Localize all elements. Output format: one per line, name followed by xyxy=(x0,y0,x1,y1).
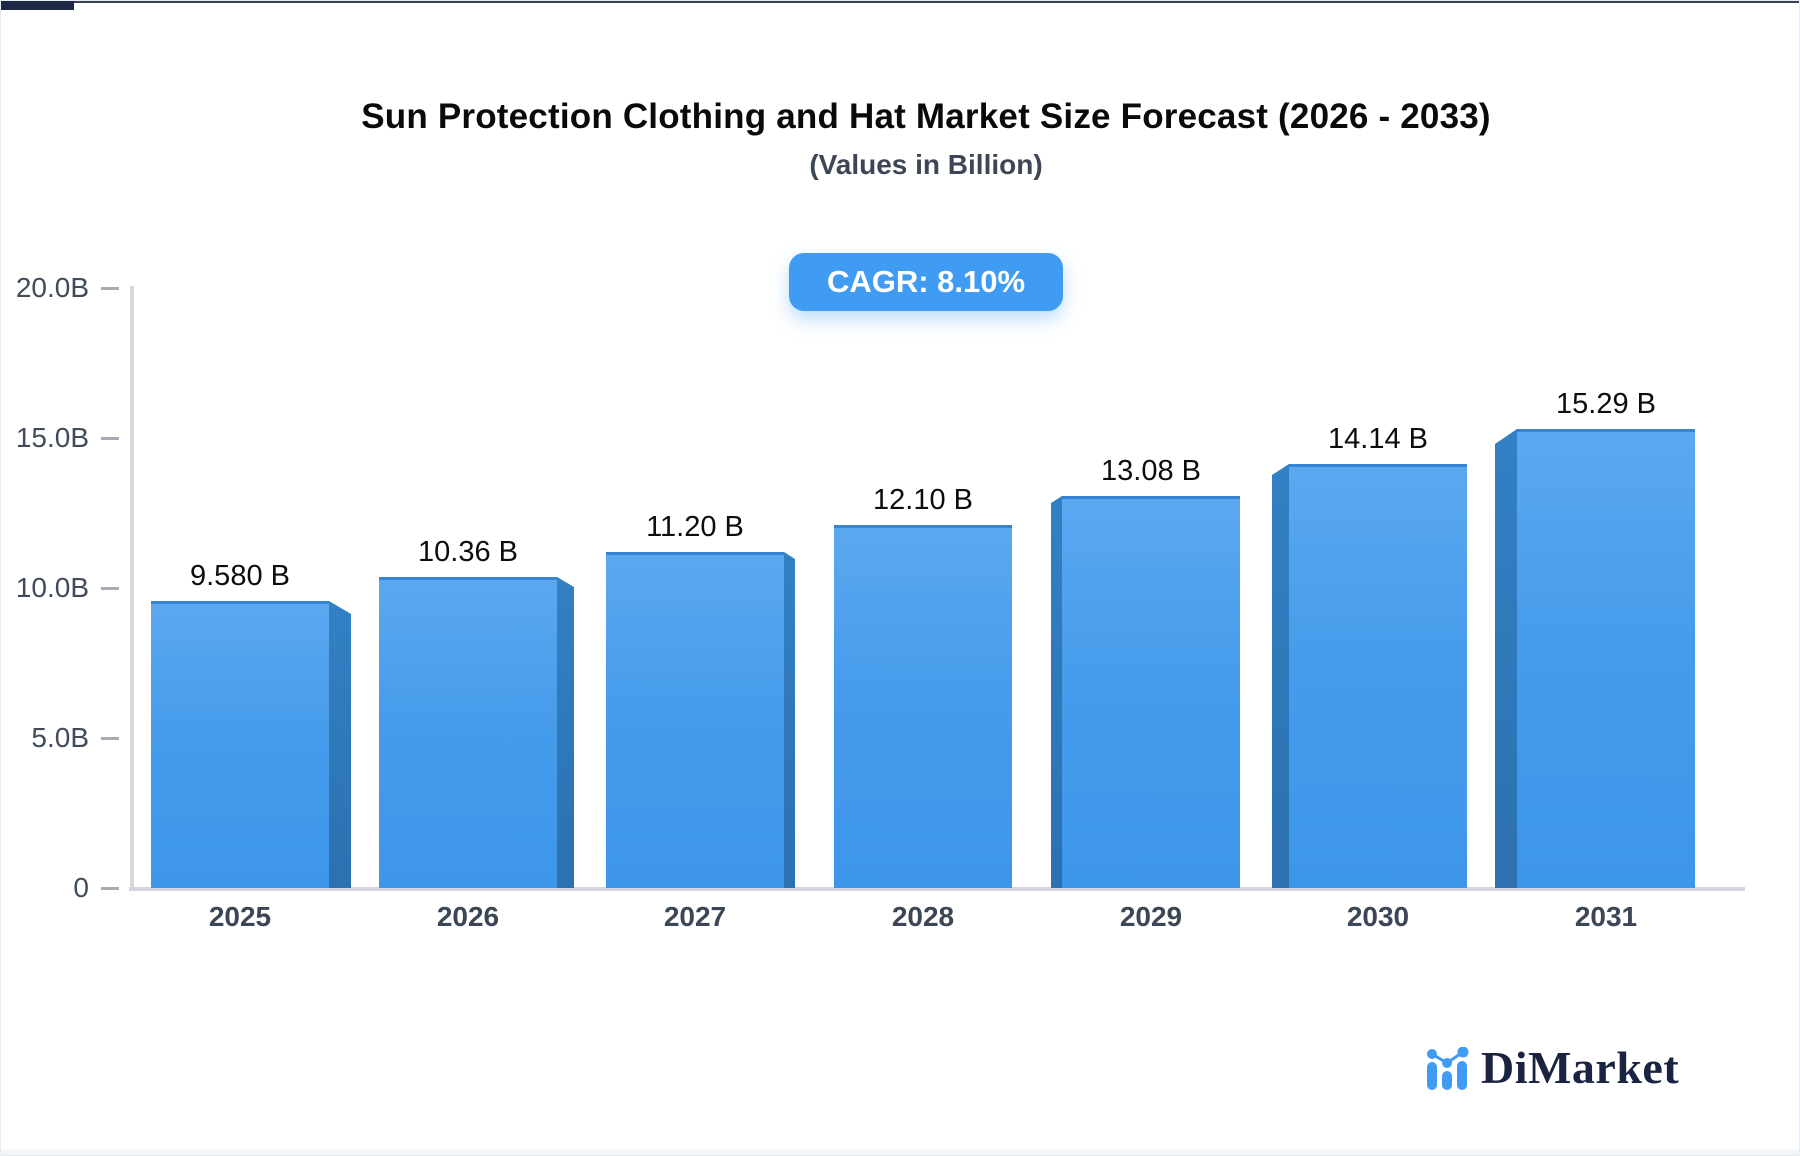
x-axis-line xyxy=(129,887,1745,891)
chart-subtitle: (Values in Billion) xyxy=(809,149,1043,180)
badge-row: CAGR: 8.10% xyxy=(51,253,1799,311)
x-tick-label: 2027 xyxy=(663,901,727,932)
bar-side-face xyxy=(557,577,574,888)
bar-value-label: 14.14 B xyxy=(1328,423,1428,455)
bar-front-face xyxy=(1062,496,1240,888)
y-tick-label: 10.0B xyxy=(15,572,89,603)
bar-front-face xyxy=(1517,429,1695,888)
bar-2028[interactable]: 12.10 B xyxy=(834,484,1012,888)
bar-value-label: 15.29 B xyxy=(1556,388,1656,420)
chart-title: Sun Protection Clothing and Hat Market S… xyxy=(361,97,1491,136)
y-tick-mark xyxy=(101,737,119,740)
y-tick-mark xyxy=(101,437,119,440)
y-axis-line xyxy=(130,286,134,891)
bar-front-face xyxy=(834,525,1012,888)
x-tick-label: 2028 xyxy=(891,901,955,932)
y-tick-label: 0 xyxy=(73,872,89,903)
bar-value-label: 11.20 B xyxy=(646,511,744,543)
x-tick-label: 2031 xyxy=(1574,901,1638,932)
bar-2030[interactable]: 14.14 B xyxy=(1272,423,1467,888)
bar-side-face xyxy=(1272,464,1289,888)
bar-front-face xyxy=(379,577,557,888)
bar-front-face xyxy=(606,552,784,888)
bar-side-face xyxy=(784,552,795,888)
y-tick-label: 5.0B xyxy=(31,722,89,753)
y-tick-mark xyxy=(101,287,119,290)
x-tick-label: 2029 xyxy=(1119,901,1183,932)
x-tick-label: 2026 xyxy=(436,901,500,932)
bar-2025[interactable]: 9.580 B xyxy=(151,560,351,888)
bar-2031[interactable]: 15.29 B xyxy=(1495,388,1695,888)
top-hairline xyxy=(1,1,1799,3)
bar-front-face xyxy=(1289,464,1467,888)
y-tick-label: 15.0B xyxy=(15,422,89,453)
bar-value-label: 10.36 B xyxy=(418,536,518,568)
bar-2029[interactable]: 13.08 B xyxy=(1051,455,1240,888)
y-tick-mark xyxy=(101,887,119,890)
brand-name: DiMarket xyxy=(1481,1042,1680,1093)
bar-side-face xyxy=(1051,496,1062,888)
bar-2026[interactable]: 10.36 B xyxy=(379,536,574,888)
y-tick-mark xyxy=(101,587,119,590)
bar-2027[interactable]: 11.20 B xyxy=(606,511,795,888)
cagr-badge: CAGR: 8.10% xyxy=(788,253,1064,311)
top-left-accent-bar xyxy=(1,1,74,10)
brand-logo: DiMarket xyxy=(1427,1045,1679,1091)
bar-value-label: 12.10 B xyxy=(873,484,973,516)
bar-value-label: 9.580 B xyxy=(190,560,290,592)
bar-value-label: 13.08 B xyxy=(1101,455,1201,487)
bottom-strip xyxy=(1,1149,1799,1155)
bar-chart-logo-icon xyxy=(1427,1047,1469,1090)
bar-side-face xyxy=(1495,429,1517,888)
x-tick-label: 2025 xyxy=(208,901,272,932)
y-tick-label: 20.0B xyxy=(15,272,89,303)
bar-front-face xyxy=(151,601,329,888)
bar-side-face xyxy=(329,601,351,888)
x-tick-label: 2030 xyxy=(1346,901,1410,932)
